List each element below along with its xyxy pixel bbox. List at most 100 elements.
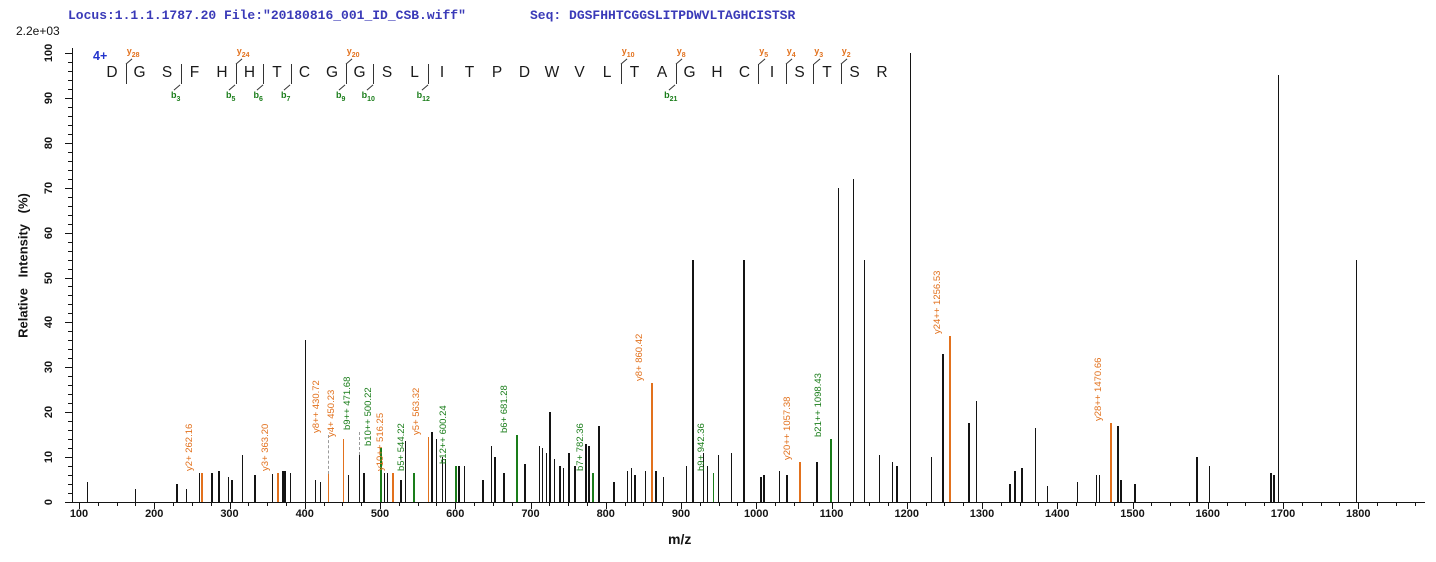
peak-label-text: b10++ 500.22 bbox=[363, 387, 375, 447]
peak bbox=[712, 472, 715, 502]
peak bbox=[778, 470, 781, 502]
peak bbox=[413, 472, 415, 502]
y-tick-label: 20 bbox=[43, 406, 55, 419]
peak bbox=[327, 473, 330, 502]
peak bbox=[516, 434, 518, 502]
x-minor-tick bbox=[1170, 502, 1172, 506]
y-minor-tick bbox=[68, 169, 72, 171]
y-major-tick bbox=[65, 412, 72, 414]
residue: G bbox=[133, 64, 146, 81]
x-tick-label: 1500 bbox=[1120, 508, 1145, 520]
peak bbox=[494, 457, 496, 502]
y-minor-tick bbox=[68, 448, 72, 450]
fragment-cut-line bbox=[290, 64, 292, 84]
sequence-header: Seq: DGSFHHTCGGSLITPDWVLTAGHCISTSR bbox=[530, 8, 795, 23]
residue: S bbox=[849, 64, 860, 81]
x-minor-tick bbox=[1151, 502, 1153, 506]
x-minor-tick bbox=[718, 502, 720, 506]
y-ion-label: y28 bbox=[126, 46, 140, 59]
x-major-tick bbox=[1057, 502, 1059, 509]
y-major-tick bbox=[65, 97, 72, 99]
y-minor-tick bbox=[68, 286, 72, 288]
peak bbox=[211, 472, 213, 502]
y-ion-label: y20 bbox=[346, 46, 360, 59]
x-minor-tick bbox=[850, 502, 852, 506]
x-minor-tick bbox=[267, 502, 269, 506]
residue: D bbox=[106, 64, 118, 81]
x-tick-label: 1800 bbox=[1346, 508, 1371, 520]
peak bbox=[909, 53, 912, 502]
fragment-cut-line bbox=[428, 64, 430, 84]
x-minor-tick bbox=[1094, 502, 1096, 506]
fragment-cut-line bbox=[125, 64, 127, 84]
peak bbox=[463, 466, 466, 502]
peak bbox=[585, 443, 587, 502]
x-minor-tick bbox=[812, 502, 814, 506]
peak bbox=[592, 472, 594, 502]
x-axis-title: m/z bbox=[668, 531, 692, 547]
x-minor-tick bbox=[793, 502, 795, 506]
x-minor-tick bbox=[323, 502, 325, 506]
peak bbox=[347, 475, 350, 502]
precursor-charge-label: 4+ bbox=[93, 49, 108, 63]
peak bbox=[799, 461, 801, 502]
x-minor-tick bbox=[135, 502, 137, 506]
x-minor-tick bbox=[116, 502, 118, 506]
peak bbox=[1009, 484, 1011, 502]
y-ion-label: y2 bbox=[841, 46, 851, 59]
residue: S bbox=[161, 64, 173, 81]
y-axis-title: Relative Intensity (%) bbox=[15, 193, 31, 338]
b-ion-label: b3 bbox=[171, 90, 181, 103]
peak bbox=[342, 439, 345, 502]
peak bbox=[1134, 484, 1136, 502]
b-ion-label: b9 bbox=[336, 90, 346, 103]
x-tick-label: 300 bbox=[220, 508, 239, 520]
peak-label-text: b9+ 942.36 bbox=[695, 423, 707, 471]
y-minor-tick bbox=[68, 421, 72, 423]
peak bbox=[431, 432, 433, 502]
y-minor-tick bbox=[68, 151, 72, 153]
x-tick-label: 1600 bbox=[1195, 508, 1220, 520]
residue: I bbox=[769, 64, 775, 81]
peak bbox=[282, 470, 284, 502]
y-minor-tick bbox=[68, 133, 72, 135]
x-major-tick bbox=[756, 502, 758, 509]
peak bbox=[1076, 481, 1079, 502]
x-major-tick bbox=[831, 502, 833, 509]
peak bbox=[549, 412, 551, 502]
peak-label-pointer bbox=[327, 434, 329, 474]
peak bbox=[1270, 472, 1272, 502]
peak bbox=[930, 457, 933, 502]
peak bbox=[482, 479, 484, 502]
y-minor-tick bbox=[68, 331, 72, 333]
x-minor-tick bbox=[568, 502, 570, 506]
residue: W bbox=[544, 64, 560, 81]
y-ion-label: y5 bbox=[759, 46, 769, 59]
peak bbox=[458, 466, 460, 502]
peak bbox=[231, 479, 233, 502]
peak bbox=[218, 470, 220, 502]
residue: G bbox=[353, 64, 366, 81]
x-minor-tick bbox=[944, 502, 946, 506]
y-minor-tick bbox=[68, 466, 72, 468]
peak bbox=[435, 439, 438, 502]
y-ion-label: y8 bbox=[676, 46, 686, 59]
y-minor-tick bbox=[68, 484, 72, 486]
residue: S bbox=[794, 64, 805, 81]
x-minor-tick bbox=[1320, 502, 1322, 506]
y-minor-tick bbox=[68, 259, 72, 261]
y-tick-label: 70 bbox=[43, 181, 55, 194]
peak bbox=[404, 441, 407, 502]
peak bbox=[626, 470, 629, 502]
y-minor-tick bbox=[68, 79, 72, 81]
peak bbox=[1120, 479, 1122, 502]
x-minor-tick bbox=[191, 502, 193, 506]
x-minor-tick bbox=[1000, 502, 1002, 506]
y-tick-label: 100 bbox=[43, 43, 55, 63]
max-intensity-label: 2.2e+03 bbox=[16, 24, 60, 38]
y-tick-label: 10 bbox=[43, 450, 55, 464]
x-minor-tick bbox=[869, 502, 871, 506]
b-ion-label: b12 bbox=[416, 90, 430, 103]
peak bbox=[455, 466, 457, 502]
seq-value: DGSFHHTCGGSLITPDWVLTAGHCISTSR bbox=[569, 8, 796, 23]
